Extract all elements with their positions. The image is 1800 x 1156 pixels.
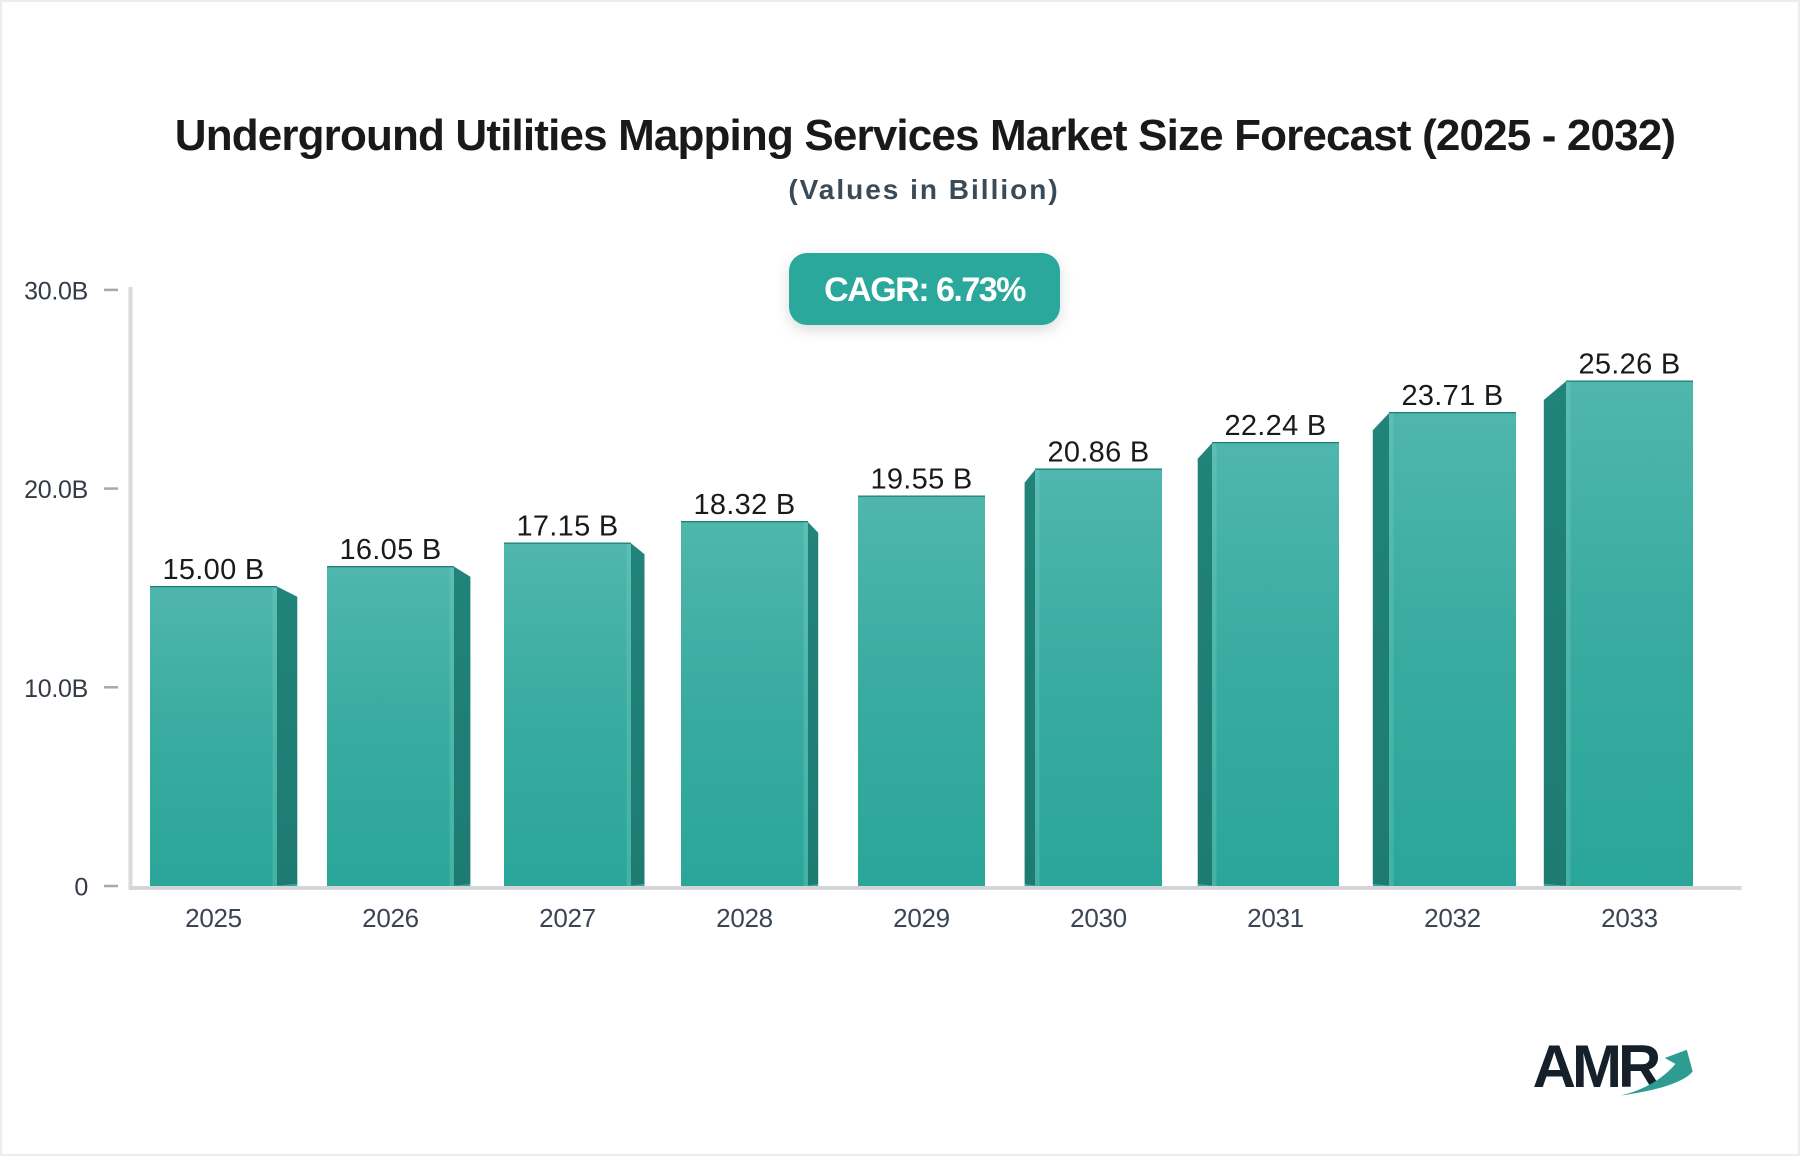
svg-text:(Values in Billion): (Values in Billion) (788, 174, 1059, 205)
svg-text:18.32 B: 18.32 B (693, 489, 795, 521)
svg-text:0: 0 (74, 874, 88, 902)
svg-text:16.05 B: 16.05 B (339, 534, 441, 566)
svg-text:17.15 B: 17.15 B (516, 511, 618, 543)
svg-text:22.24 B: 22.24 B (1224, 410, 1326, 442)
svg-text:23.71 B: 23.71 B (1401, 380, 1503, 412)
svg-text:30.0B: 30.0B (24, 277, 88, 305)
svg-text:2025: 2025 (185, 903, 242, 933)
svg-text:20.0B: 20.0B (24, 476, 88, 504)
svg-text:2027: 2027 (539, 903, 596, 933)
svg-text:2033: 2033 (1601, 903, 1658, 933)
svg-text:2028: 2028 (716, 903, 773, 933)
svg-text:19.55 B: 19.55 B (870, 464, 972, 496)
svg-text:Underground Utilities Mapping: Underground Utilities Mapping Services M… (175, 111, 1675, 160)
svg-text:15.00 B: 15.00 B (162, 554, 264, 586)
svg-text:25.26 B: 25.26 B (1578, 349, 1680, 381)
svg-text:10.0B: 10.0B (24, 675, 88, 703)
svg-text:2026: 2026 (362, 903, 419, 933)
svg-text:2031: 2031 (1247, 903, 1304, 933)
svg-text:20.86 B: 20.86 B (1047, 437, 1149, 469)
svg-text:2030: 2030 (1070, 903, 1127, 933)
svg-text:2029: 2029 (893, 903, 950, 933)
svg-text:CAGR: 6.73%: CAGR: 6.73% (824, 271, 1026, 309)
svg-text:2032: 2032 (1424, 903, 1481, 933)
